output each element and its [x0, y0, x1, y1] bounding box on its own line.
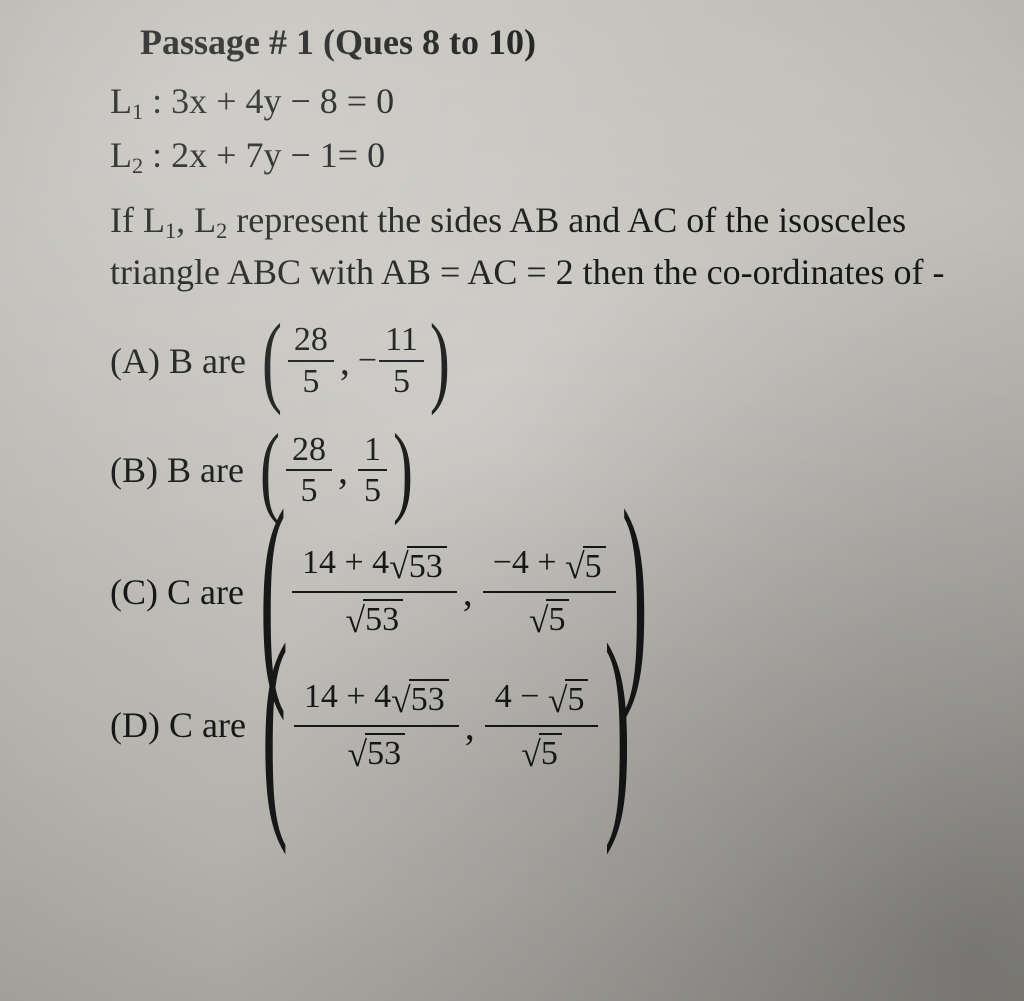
- radical: √53: [348, 733, 406, 772]
- radicand: 5: [583, 546, 606, 585]
- l1-symbol: L: [110, 81, 132, 121]
- frac-den: √53: [338, 727, 416, 779]
- radical: √53: [389, 546, 447, 585]
- radical: √5: [548, 679, 589, 718]
- radicand: 53: [363, 599, 403, 638]
- l1-expression: : 3x + 4y − 8 = 0: [152, 81, 394, 121]
- option-c: (C) C are ( 14 + 4√53 √53 , −4 + √5: [110, 539, 994, 645]
- l1-subscript: 1: [132, 99, 143, 124]
- radical: √5: [521, 733, 562, 772]
- body-frag-1: If L: [110, 200, 165, 240]
- frac-den: 5: [358, 471, 387, 511]
- option-a-value: ( 28 5 , − 11 5 ): [262, 320, 450, 401]
- frac-den: √5: [511, 727, 572, 779]
- radical: √5: [565, 546, 606, 585]
- body-frag-3: represent the sides AB and AC of the iso…: [110, 200, 945, 292]
- l2-symbol: L: [110, 135, 132, 175]
- option-b: (B) B are ( 28 5 , 1 5 ): [110, 430, 994, 511]
- option-b-inner: 28 5 , 1 5: [280, 430, 393, 511]
- option-c-frac2: −4 + √5 √5: [483, 539, 616, 645]
- radical: √5: [529, 599, 570, 638]
- option-a-frac2: 11 5: [379, 320, 424, 401]
- option-d-frac1: 14 + 4√53 √53: [294, 673, 459, 779]
- radicand: 53: [407, 546, 447, 585]
- minus-sign: −: [358, 338, 377, 384]
- comma: ,: [461, 699, 483, 753]
- num-text: 14 + 4: [304, 678, 391, 715]
- radicand: 5: [539, 733, 562, 772]
- radical: √53: [391, 679, 449, 718]
- num-text: 14 + 4: [302, 544, 389, 581]
- option-d-label: (D) C are: [110, 701, 246, 750]
- num-text: 4 −: [495, 678, 548, 715]
- option-a-frac1: 28 5: [288, 320, 334, 401]
- rparen-icon: ): [430, 292, 450, 430]
- line-l1: L1 : 3x + 4y − 8 = 0: [110, 77, 994, 127]
- passage-title: Passage # 1 (Ques 8 to 10): [140, 18, 994, 67]
- option-c-frac1: 14 + 4√53 √53: [292, 539, 457, 645]
- option-a: (A) B are ( 28 5 , − 11 5 ): [110, 320, 994, 401]
- comma: ,: [459, 565, 481, 619]
- option-d-value: ( 14 + 4√53 √53 , 4 − √5: [262, 673, 631, 779]
- frac-num: 28: [288, 320, 334, 360]
- lparen-icon: (: [262, 568, 288, 884]
- frac-num: 1: [358, 430, 387, 470]
- frac-num: 14 + 4√53: [292, 539, 457, 591]
- frac-den: 5: [296, 362, 325, 402]
- frac-den: 5: [387, 362, 416, 402]
- frac-den: √5: [519, 593, 580, 645]
- rparen-icon: ): [604, 568, 630, 884]
- option-d-frac2: 4 − √5 √5: [485, 673, 599, 779]
- radical: √53: [346, 599, 404, 638]
- body-sub-1: 1: [165, 219, 176, 244]
- option-b-frac1: 28 5: [286, 430, 332, 511]
- body-frag-2: , L: [176, 200, 216, 240]
- comma: ,: [336, 334, 358, 388]
- rparen-icon: ): [393, 402, 413, 540]
- line-l2: L2 : 2x + 7y − 1= 0: [110, 131, 994, 181]
- option-c-inner: 14 + 4√53 √53 , −4 + √5 √5: [286, 539, 622, 645]
- frac-num: −4 + √5: [483, 539, 616, 591]
- num-text: −4 +: [493, 544, 565, 581]
- option-b-label: (B) B are: [110, 446, 244, 495]
- radicand: 5: [565, 679, 588, 718]
- page: Passage # 1 (Ques 8 to 10) L1 : 3x + 4y …: [0, 0, 1024, 1001]
- frac-num: 4 − √5: [485, 673, 599, 725]
- option-a-inner: 28 5 , − 11 5: [282, 320, 430, 401]
- radicand: 53: [365, 733, 405, 772]
- frac-num: 11: [379, 320, 424, 360]
- option-d-inner: 14 + 4√53 √53 , 4 − √5 √5: [288, 673, 605, 779]
- l2-subscript: 2: [132, 153, 143, 178]
- radicand: 53: [409, 679, 449, 718]
- l2-expression: : 2x + 7y − 1= 0: [152, 135, 385, 175]
- frac-num: 28: [286, 430, 332, 470]
- frac-den: 5: [294, 471, 323, 511]
- option-c-value: ( 14 + 4√53 √53 , −4 + √5: [260, 539, 648, 645]
- option-a-label: (A) B are: [110, 337, 246, 386]
- comma: ,: [334, 443, 356, 497]
- question-body: If L1, L2 represent the sides AB and AC …: [110, 195, 980, 298]
- option-c-label: (C) C are: [110, 568, 244, 617]
- frac-num: 14 + 4√53: [294, 673, 459, 725]
- option-d: (D) C are ( 14 + 4√53 √53 , 4 − √5: [110, 673, 994, 779]
- radicand: 5: [546, 599, 569, 638]
- frac-den: √53: [336, 593, 414, 645]
- option-b-frac2: 1 5: [358, 430, 387, 511]
- body-sub-2: 2: [216, 219, 227, 244]
